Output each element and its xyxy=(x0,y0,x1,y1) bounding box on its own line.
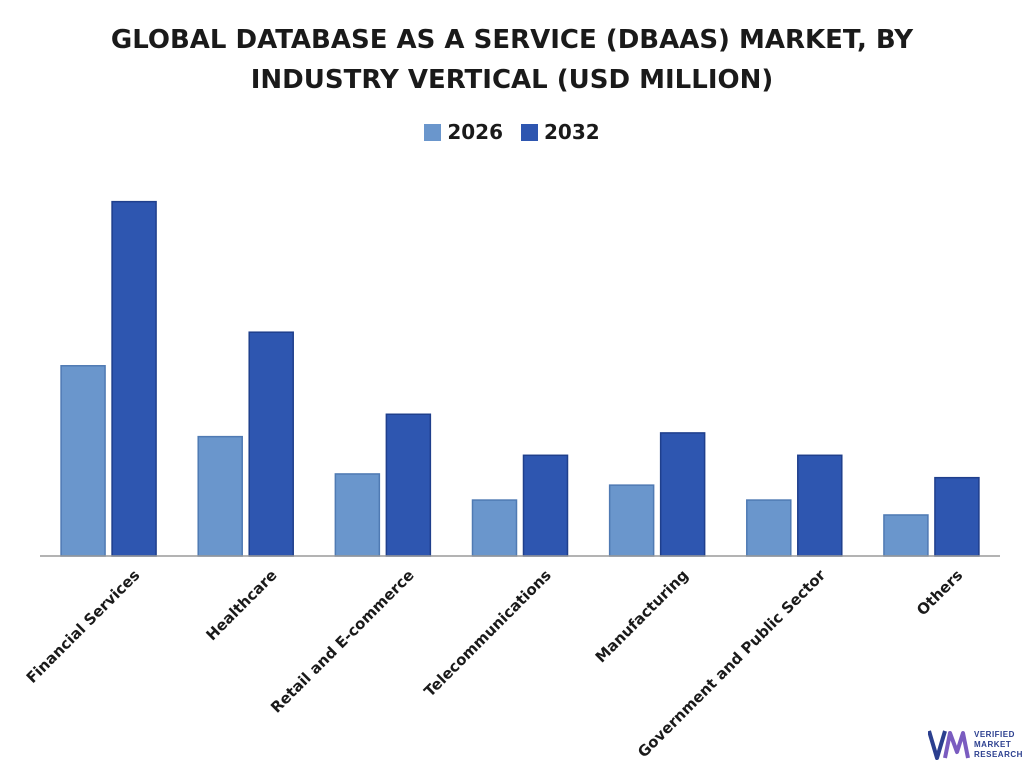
bar-2026-telecommunications xyxy=(471,499,518,557)
legend-label-2032: 2032 xyxy=(544,120,600,144)
logo-text-line-2: MARKET xyxy=(974,740,1012,749)
bar-2026-government-and-public-sector xyxy=(746,499,792,557)
chart-title-line-2: INDUSTRY VERTICAL (USD MILLION) xyxy=(250,65,774,95)
bar-2026-manufacturing xyxy=(608,484,655,557)
bar-2032-others xyxy=(934,476,980,557)
bar-2032-retail-and-e-commerce xyxy=(385,413,432,557)
logo-text-line-1: VERIFIED xyxy=(974,730,1015,739)
bar-2032-government-and-public-sector xyxy=(797,454,843,557)
x-tick-label-healthcare: Healthcare xyxy=(202,566,280,644)
chart-title: GLOBAL DATABASE AS A SERVICE (DBAAS) MAR… xyxy=(0,20,1024,100)
bar-2032-telecommunications xyxy=(522,454,569,557)
logo-text-line-3: RESEARCH xyxy=(974,750,1023,759)
bar-2032-healthcare xyxy=(248,331,294,557)
bar-2026-retail-and-e-commerce xyxy=(334,473,381,557)
bar-2026-healthcare xyxy=(197,435,243,557)
legend-item-2032: 2032 xyxy=(521,120,600,144)
chart-title-line-1: GLOBAL DATABASE AS A SERVICE (DBAAS) MAR… xyxy=(110,25,914,55)
legend-swatch-2026 xyxy=(424,123,442,141)
legend-swatch-2032 xyxy=(521,123,538,141)
x-tick-label-retail-and-e-commerce: Retail and E-commerce xyxy=(267,566,418,717)
bar-2026-others xyxy=(883,514,929,557)
x-tick-label-telecommunications: Telecommunications xyxy=(421,566,555,700)
legend-label-2026: 2026 xyxy=(447,120,503,144)
bar-2032-financial-services xyxy=(111,200,157,557)
x-tick-label-manufacturing: Manufacturing xyxy=(592,566,692,666)
bar-2032-manufacturing xyxy=(659,432,706,557)
legend-item-2026: 2026 xyxy=(424,120,503,144)
bar-2026-financial-services xyxy=(60,365,106,557)
x-tick-label-financial-services: Financial Services xyxy=(23,566,144,687)
x-tick-label-others: Others xyxy=(913,566,966,619)
vmr-logo-icon xyxy=(928,730,970,760)
logo-text: VERIFIED MARKET RESEARCH xyxy=(974,730,1023,760)
chart-legend: 2026 2032 xyxy=(0,120,1024,144)
verified-market-research-logo: VERIFIED MARKET RESEARCH xyxy=(928,728,1023,762)
